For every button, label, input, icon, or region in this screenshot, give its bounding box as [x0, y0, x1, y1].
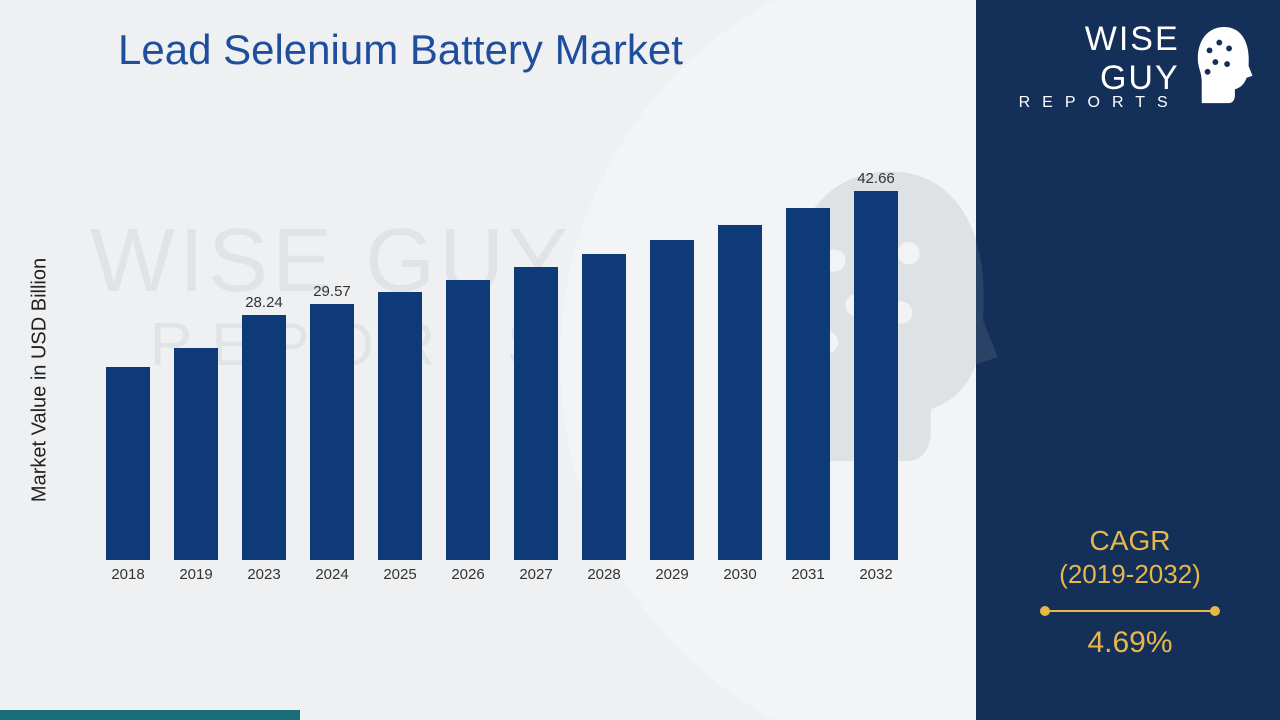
bar: [854, 191, 899, 560]
x-tick-label: 2026: [434, 566, 502, 590]
bar: [650, 240, 695, 560]
plot-area: 28.24 29.57 42.66: [94, 170, 910, 560]
bar: [310, 304, 355, 560]
bar-value-label: 42.66: [857, 170, 895, 187]
bar: [582, 254, 627, 560]
bars-container: 28.24 29.57 42.66: [94, 170, 910, 560]
cagr-box: CAGR (2019-2032) 4.69%: [1020, 525, 1240, 660]
x-tick-label: 2029: [638, 566, 706, 590]
brand-logo: WISE GUY REPORTS: [998, 20, 1258, 112]
x-tick-label: 2019: [162, 566, 230, 590]
bar-value-label: 29.57: [313, 283, 351, 300]
x-tick-label: 2030: [706, 566, 774, 590]
bar-column: 29.57: [298, 170, 366, 560]
bar-column: 28.24: [230, 170, 298, 560]
x-tick-label: 2025: [366, 566, 434, 590]
stage: Lead Selenium Battery Market WISE GUY RE…: [0, 0, 1280, 720]
bar-column: [366, 170, 434, 560]
x-tick-label: 2023: [230, 566, 298, 590]
bar: [514, 267, 559, 560]
bar-chart: Market Value in USD Billion 28.2429.5742…: [70, 170, 910, 590]
logo-head-icon: [1190, 24, 1258, 108]
x-tick-label: 2027: [502, 566, 570, 590]
bar: [786, 208, 831, 560]
bar: [242, 315, 287, 560]
x-tick-label: 2024: [298, 566, 366, 590]
bar-value-label: 28.24: [245, 294, 283, 311]
bar: [174, 348, 219, 560]
bar-column: [706, 170, 774, 560]
bar: [106, 367, 151, 560]
logo-line2: REPORTS: [998, 94, 1180, 112]
cagr-range: (2019-2032): [1020, 559, 1240, 590]
cagr-title: CAGR: [1020, 525, 1240, 557]
x-tick-label: 2028: [570, 566, 638, 590]
bar: [718, 225, 763, 560]
x-tick-label: 2032: [842, 566, 910, 590]
cagr-value: 4.69%: [1020, 626, 1240, 660]
y-axis-label: Market Value in USD Billion: [29, 258, 52, 502]
bar-column: 42.66: [842, 170, 910, 560]
bar-column: [638, 170, 706, 560]
cagr-divider: [1045, 610, 1215, 612]
bar-column: [502, 170, 570, 560]
logo-line1: WISE GUY: [1085, 20, 1180, 97]
bar: [378, 292, 423, 560]
x-tick-label: 2018: [94, 566, 162, 590]
bar-column: [774, 170, 842, 560]
bar-column: [570, 170, 638, 560]
bar: [446, 280, 491, 560]
bottom-accent-strip: [0, 710, 300, 720]
x-axis: 2018201920232024202520262027202820292030…: [94, 566, 910, 590]
bar-column: [162, 170, 230, 560]
chart-title: Lead Selenium Battery Market: [118, 26, 683, 74]
bar-column: [434, 170, 502, 560]
x-tick-label: 2031: [774, 566, 842, 590]
bar-column: [94, 170, 162, 560]
